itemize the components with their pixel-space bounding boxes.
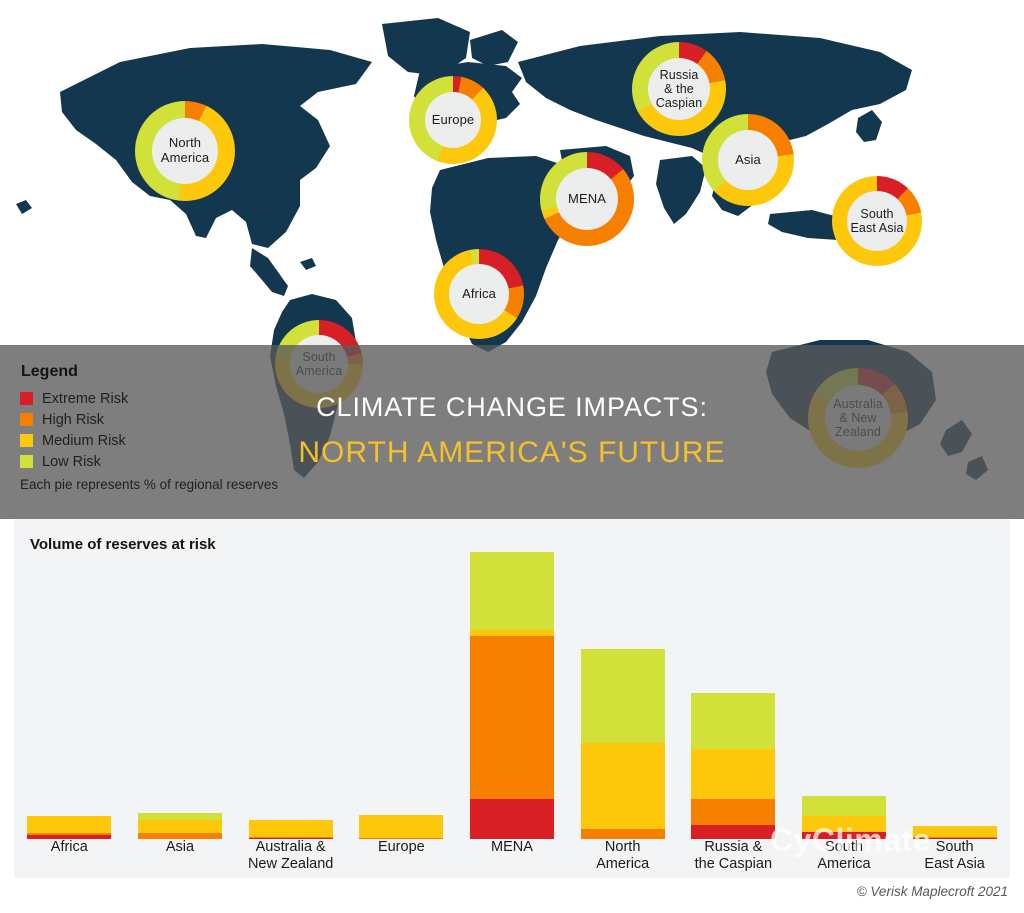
bar-segment-medium-risk <box>580 743 665 830</box>
legend-item: Extreme Risk <box>20 388 350 409</box>
x-axis-label: South America <box>817 839 871 873</box>
donut-north-america[interactable]: North America <box>135 101 235 201</box>
bar-segment-medium-risk <box>359 814 444 839</box>
bar-chart: Volume of reserves at risk Africa Asia Aus… <box>14 519 1010 878</box>
donut-label: MENA <box>568 190 606 206</box>
bar-segment-medium-risk <box>912 826 997 838</box>
copyright-notice: © Verisk Maplecroft 2021 <box>856 884 1008 899</box>
bar-segment-low-risk <box>691 693 776 750</box>
legend-item-label: Low Risk <box>42 453 101 470</box>
legend-item-label: Extreme Risk <box>42 390 129 407</box>
chart-title: Volume of reserves at risk <box>30 536 216 553</box>
bar-segment-low-risk <box>802 796 886 816</box>
bar-segment-medium-risk <box>470 630 554 637</box>
bar-segment-low-risk <box>580 648 665 744</box>
legend-items: Extreme Risk High Risk Medium Risk Low Risk <box>20 388 350 472</box>
donut-center: Russia & the Caspian <box>648 58 710 120</box>
legend-swatch-high-risk <box>20 413 33 426</box>
bar-segment-high-risk <box>248 837 333 839</box>
legend-swatch-extreme-risk <box>20 392 33 405</box>
donut-africa[interactable]: Africa <box>434 249 524 339</box>
donut-asia[interactable]: Asia <box>702 114 794 206</box>
legend-note: Each pie represents % of regional reserv… <box>20 477 279 492</box>
chart-plot-area <box>14 549 1010 839</box>
bar-segment-medium-risk <box>802 815 886 833</box>
bar-segment-extreme-risk <box>912 838 997 839</box>
bar-segment-high-risk <box>691 799 776 825</box>
bar-segment-high-risk <box>912 837 997 839</box>
legend-swatch-medium-risk <box>20 434 33 447</box>
donut-mena[interactable]: MENA <box>540 152 634 246</box>
donut-label: South East Asia <box>850 207 904 235</box>
bar-segment-high-risk <box>470 636 554 800</box>
bar-australia-new-zealand[interactable] <box>248 819 333 839</box>
donut-center: MENA <box>556 168 618 230</box>
bar-segment-extreme-risk <box>248 838 333 839</box>
donut-label: Europe <box>431 111 475 127</box>
x-axis-label: MENA <box>491 839 533 855</box>
bar-segment-medium-risk <box>691 749 776 800</box>
bar-segment-high-risk <box>27 833 112 836</box>
bar-segment-extreme-risk <box>802 832 886 839</box>
donut-label: Russia & the Caspian <box>655 68 703 110</box>
bar-segment-high-risk <box>138 833 222 839</box>
donut-center: Africa <box>449 264 509 324</box>
bar-russia-the-caspian[interactable] <box>691 693 776 839</box>
x-axis-label: Europe <box>377 839 425 855</box>
bar-segment-medium-risk <box>27 815 112 834</box>
x-axis-label: Asia <box>165 839 195 855</box>
bar-south-east-asia[interactable] <box>912 826 997 839</box>
bar-segment-medium-risk <box>138 819 222 834</box>
bar-segment-medium-risk <box>248 819 333 838</box>
donut-center: North America <box>152 118 218 184</box>
legend-item-label: Medium Risk <box>42 432 126 449</box>
donut-label: North America <box>160 135 210 165</box>
bar-south-america[interactable] <box>802 796 886 839</box>
legend-swatch-low-risk <box>20 455 33 468</box>
x-axis-label: North America <box>596 839 650 873</box>
chart-x-axis-labels: Africa Asia Australia & New Zealand Europe ME… <box>14 839 1010 881</box>
x-axis-label: Australia & New Zealand <box>247 839 334 873</box>
bar-north-america[interactable] <box>580 648 665 839</box>
bar-segment-high-risk <box>359 838 444 839</box>
legend-item: Low Risk <box>20 451 350 472</box>
legend-item-label: High Risk <box>42 411 105 428</box>
title-band <box>0 345 1024 519</box>
legend-title: Legend <box>21 363 78 380</box>
donut-center: South East Asia <box>847 191 907 251</box>
legend: Legend Extreme Risk High Risk Medium Risk L… <box>20 363 350 492</box>
donut-south-east-asia[interactable]: South East Asia <box>832 176 922 266</box>
bar-segment-low-risk <box>138 812 222 820</box>
donut-label: Africa <box>462 285 496 301</box>
x-axis-label: Russia & the Caspian <box>694 839 773 873</box>
donut-russia-the-caspian[interactable]: Russia & the Caspian <box>632 42 726 136</box>
x-axis-label: Africa <box>50 839 88 855</box>
bar-europe[interactable] <box>359 814 444 839</box>
bar-segment-high-risk <box>580 829 665 839</box>
donut-label: Asia <box>735 151 761 167</box>
legend-item: Medium Risk <box>20 430 350 451</box>
legend-item: High Risk <box>20 409 350 430</box>
x-axis-label: South East Asia <box>924 839 985 873</box>
bar-segment-low-risk <box>470 551 554 631</box>
bar-africa[interactable] <box>27 815 112 839</box>
bar-segment-extreme-risk <box>691 824 776 839</box>
bar-mena[interactable] <box>470 551 554 839</box>
bar-asia[interactable] <box>138 812 222 839</box>
donut-center: Asia <box>718 130 778 190</box>
bar-segment-extreme-risk <box>27 835 112 839</box>
donut-center: Europe <box>425 92 481 148</box>
donut-europe[interactable]: Europe <box>409 76 497 164</box>
bar-segment-extreme-risk <box>470 799 554 839</box>
